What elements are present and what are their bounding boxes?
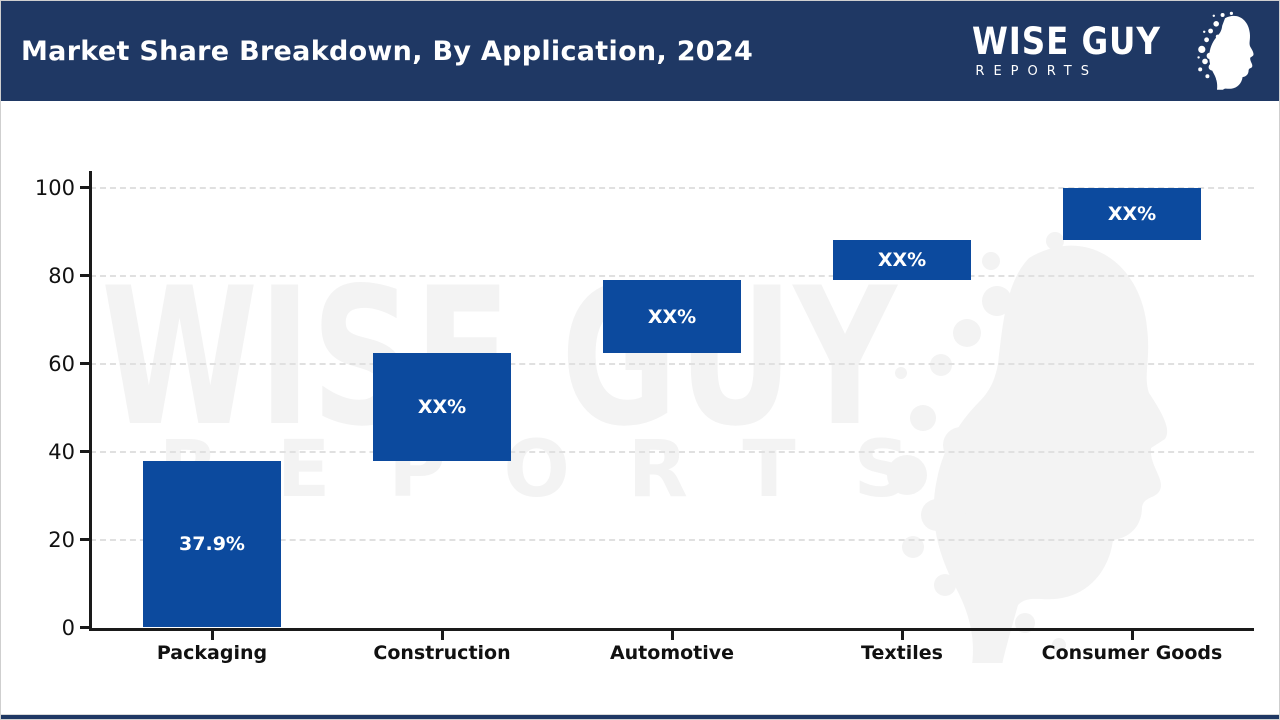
y-tick-label-40: 40: [48, 439, 75, 464]
y-tick-label-20: 20: [48, 527, 75, 552]
watermark-head-icon: [887, 232, 1168, 663]
wise-guy-logo: WISE GUY REPORTS: [972, 11, 1257, 91]
y-tick-mark-0: [80, 626, 89, 629]
bar-value-label-construction: XX%: [417, 396, 467, 419]
bar-construction: XX%: [373, 353, 511, 461]
bar-value-label-automotive: XX%: [647, 305, 697, 328]
bottom-accent-bar: [1, 714, 1279, 719]
gridline-80: [90, 274, 1254, 277]
logo-head-icon: [1197, 11, 1254, 90]
bar-textiles: XX%: [833, 240, 971, 281]
chart-plot-area: 0 20 40 60 80 100 37.9% Packaging XX% Constructio…: [1, 101, 1279, 716]
y-tick-mark-100: [80, 186, 89, 189]
y-tick-label-60: 60: [48, 351, 75, 376]
x-axis-label-construction: Construction: [373, 642, 511, 664]
x-axis: [88, 628, 1254, 631]
gridline-20: [90, 538, 1254, 541]
bar-value-label-consumer-goods: XX%: [1107, 202, 1157, 225]
x-axis-label-textiles: Textiles: [861, 642, 943, 664]
x-axis-label-consumer-goods: Consumer Goods: [1041, 642, 1223, 664]
x-tick-mark-automotive: [670, 631, 674, 640]
page-title: Market Share Breakdown, By Application, …: [21, 35, 754, 67]
watermark-line2: REPORTS: [159, 425, 968, 515]
y-tick-label-100: 100: [34, 175, 75, 200]
y-tick-label-0: 0: [61, 615, 75, 640]
y-tick-mark-20: [80, 538, 89, 541]
bar-automotive: XX%: [603, 280, 741, 354]
x-tick-mark-consumer-goods: [1130, 631, 1134, 640]
bar-packaging: 37.9%: [143, 460, 281, 628]
gridline-40: [90, 450, 1254, 453]
y-axis: [88, 171, 92, 631]
y-tick-label-80: 80: [48, 263, 75, 288]
y-tick-mark-40: [80, 450, 89, 453]
bar-value-label-textiles: XX%: [877, 249, 927, 272]
gridline-100: [90, 186, 1254, 189]
logo-line1: WISE GUY: [972, 20, 1162, 63]
header: Market Share Breakdown, By Application, …: [1, 1, 1279, 101]
x-axis-label-automotive: Automotive: [609, 642, 735, 664]
x-tick-mark-construction: [440, 631, 444, 640]
x-tick-mark-packaging: [210, 631, 214, 640]
y-tick-mark-60: [80, 362, 89, 365]
y-tick-mark-80: [80, 274, 89, 277]
x-tick-mark-textiles: [900, 631, 904, 640]
gridline-60: [90, 362, 1254, 365]
x-axis-label-packaging: Packaging: [156, 642, 268, 664]
bar-consumer-goods: XX%: [1063, 187, 1201, 241]
logo-line2: REPORTS: [975, 64, 1099, 79]
bar-value-label-packaging: 37.9%: [179, 533, 245, 556]
logo-wordmark: WISE GUY REPORTS: [972, 23, 1187, 79]
